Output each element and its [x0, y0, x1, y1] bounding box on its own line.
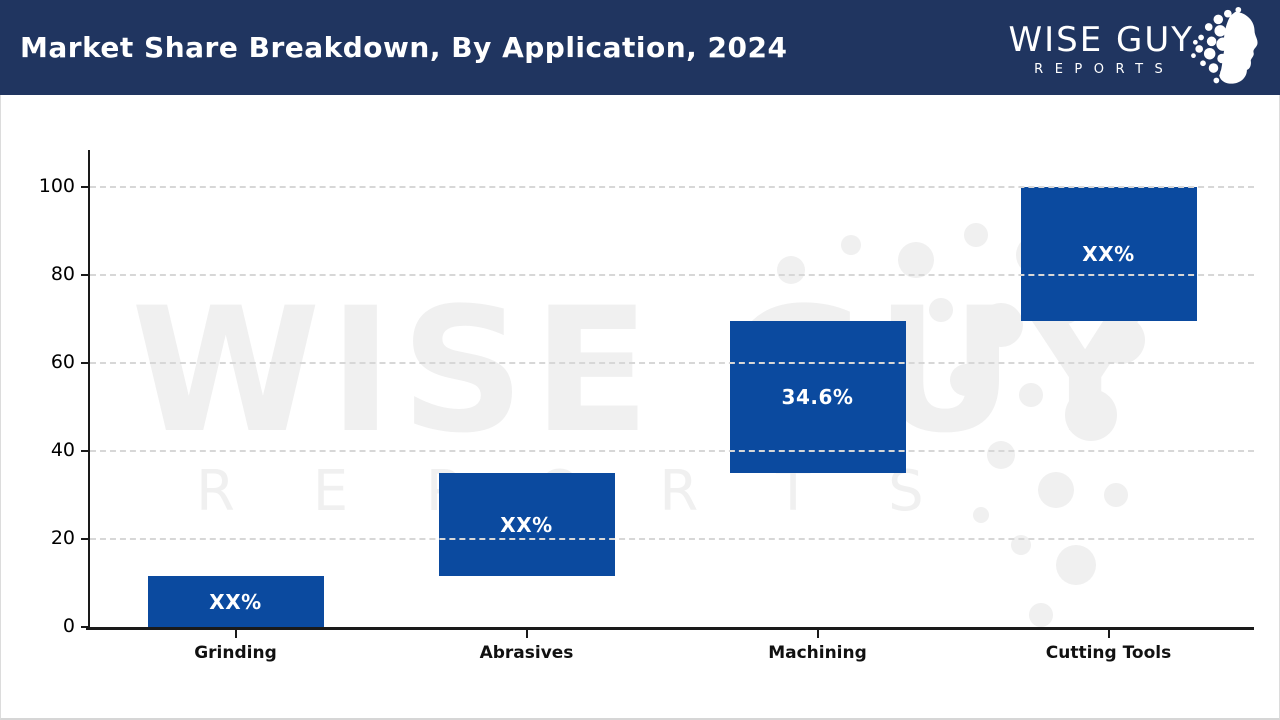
x-axis-label-2: Abrasives: [479, 643, 574, 663]
gridline: [90, 186, 1254, 188]
bar-grinding: XX%: [147, 576, 324, 627]
gridline: [90, 274, 1254, 276]
bar-machining: 34.6%: [729, 320, 906, 473]
y-axis-tick: [81, 186, 90, 188]
y-tick-label: 40: [50, 439, 75, 461]
x-axis-label-1: Grinding: [194, 643, 277, 663]
logo-text: WISE GUY REPORTS: [1008, 20, 1194, 77]
y-tick-label: 100: [38, 175, 75, 197]
y-tick-label: 80: [50, 263, 75, 285]
bar-value-label: XX%: [1082, 241, 1135, 266]
bar-value-label: XX%: [209, 589, 262, 614]
x-axis-label-3: Machining: [768, 643, 867, 663]
logo-brand-text: WISE GUY: [1008, 19, 1194, 60]
y-axis-tick: [81, 450, 90, 452]
x-axis-line: [86, 627, 1254, 630]
gridline: [90, 362, 1254, 364]
plot-area: 0 20 40 60 80 100 XX% Grinding XX% Abrasives 34.6%…: [1, 95, 1280, 718]
y-axis-line: [88, 150, 90, 630]
x-axis-tick: [816, 629, 819, 638]
x-axis-tick: [234, 629, 237, 638]
chart-title: Market Share Breakdown, By Application, …: [20, 31, 788, 64]
y-tick-label: 0: [62, 615, 75, 637]
gridline: [90, 450, 1254, 452]
y-tick-label: 20: [50, 527, 75, 549]
y-axis-tick: [81, 362, 90, 364]
dotted-face-icon: [1191, 6, 1258, 84]
y-axis-tick: [81, 274, 90, 276]
header-bar: Market Share Breakdown, By Application, …: [0, 0, 1280, 95]
logo-sub-text: REPORTS: [1034, 61, 1175, 77]
y-axis-tick: [81, 626, 90, 628]
y-axis-tick: [81, 538, 90, 540]
x-axis-label-4: Cutting Tools: [1045, 643, 1172, 663]
x-axis-tick: [1107, 629, 1110, 638]
bar-value-label: XX%: [500, 512, 553, 537]
gridline: [90, 538, 1254, 540]
bar-abrasives: XX%: [438, 473, 615, 577]
wise-guy-logo: WISE GUY REPORTS: [1008, 6, 1268, 88]
bar-cutting-tools: XX%: [1020, 187, 1197, 321]
x-axis-tick: [525, 629, 528, 638]
y-tick-label: 60: [50, 351, 75, 373]
chart-body: WISE GUY R E P O R T S 020406080100XX%Gr…: [0, 95, 1280, 720]
bar-value-label: 34.6%: [781, 384, 854, 409]
